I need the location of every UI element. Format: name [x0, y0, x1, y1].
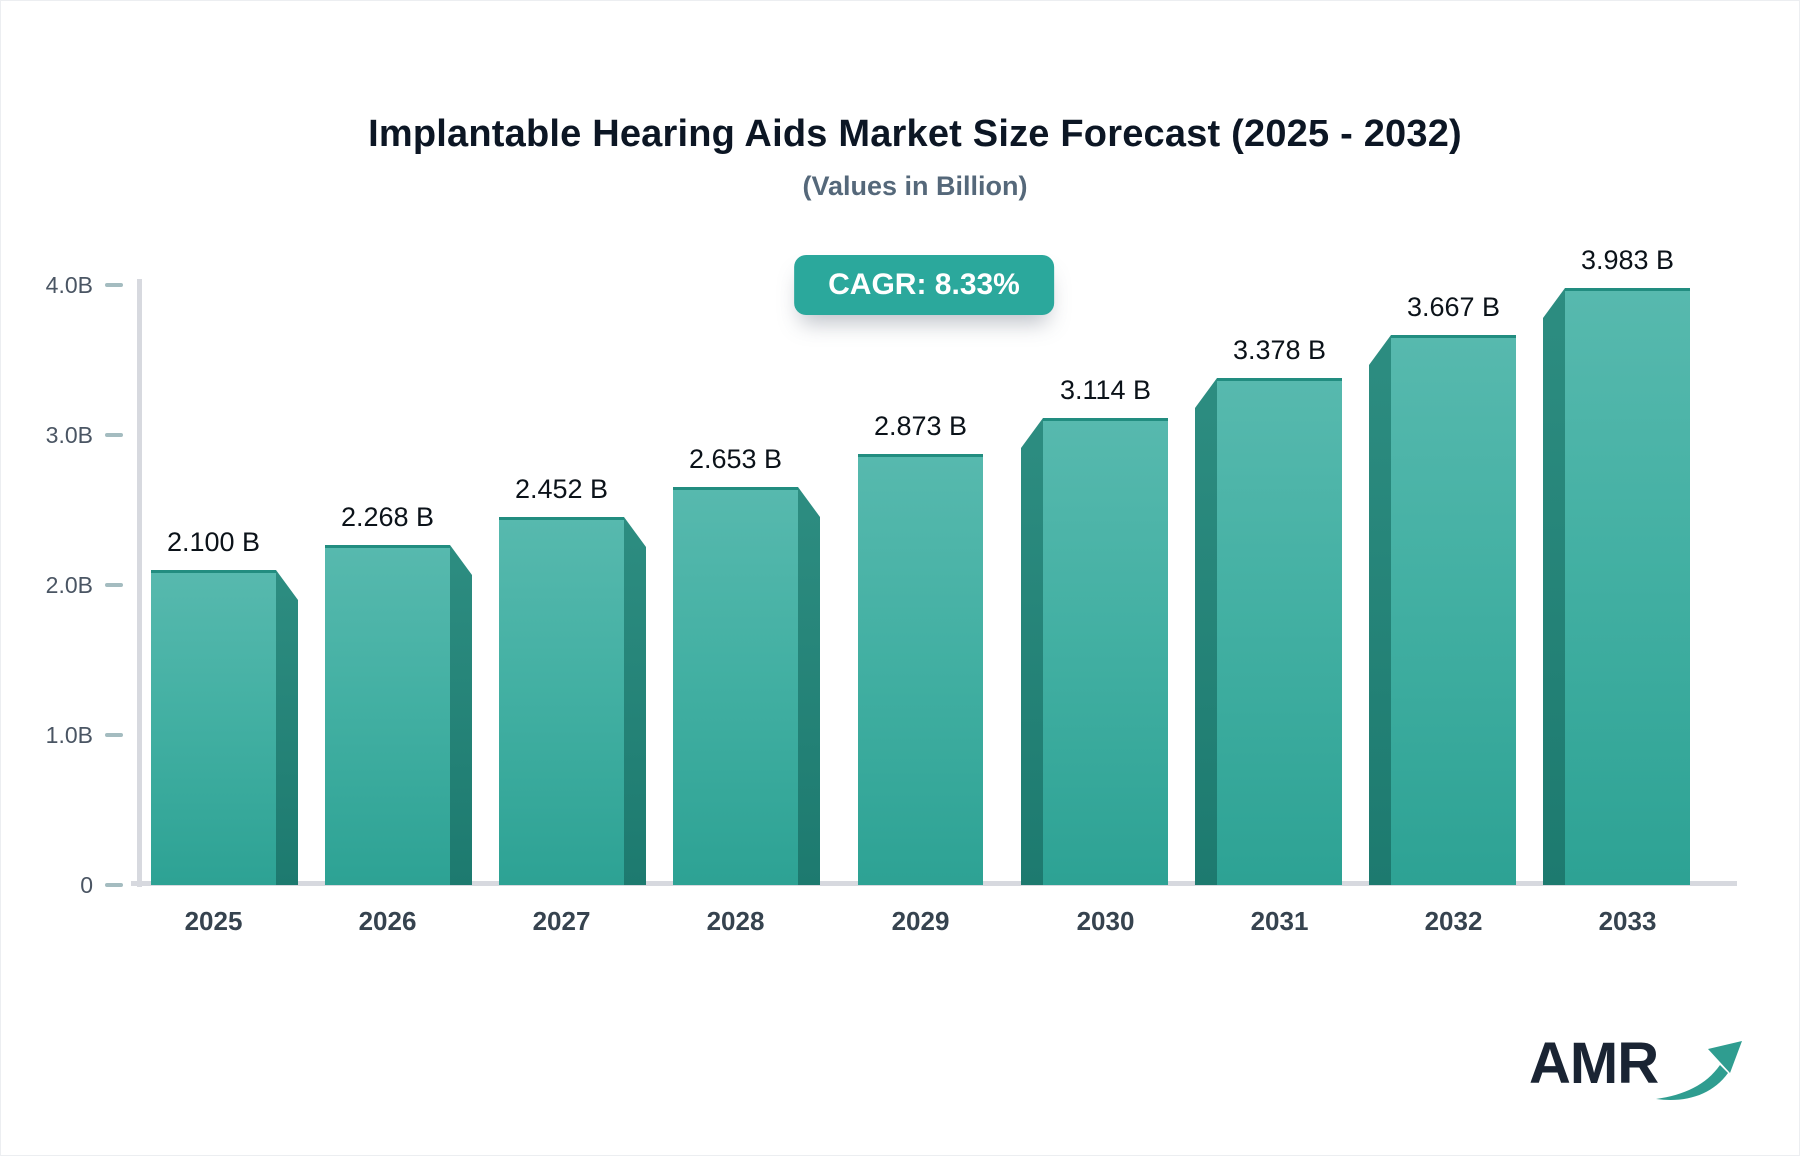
x-tick-label-2033: 2033	[1598, 906, 1657, 936]
x-tick-label-2029: 2029	[891, 906, 950, 936]
value-label-2031: 3.378 B	[1232, 335, 1327, 365]
value-label-2028: 2.653 B	[688, 444, 783, 474]
cagr-badge: CAGR: 8.33%	[794, 255, 1054, 315]
value-label-2027: 2.452 B	[514, 474, 609, 504]
bar-2032	[1391, 335, 1516, 885]
bar-side-2025	[276, 570, 298, 885]
bar-side-2033	[1543, 288, 1565, 885]
y-axis-line	[137, 279, 142, 887]
y-tick-mark-0	[105, 883, 123, 887]
x-tick-label-2031: 2031	[1250, 906, 1309, 936]
bar-side-2027	[624, 517, 646, 885]
value-label-2025: 2.100 B	[166, 527, 261, 557]
bar-side-2026	[450, 545, 472, 885]
y-tick-mark-4.0B	[105, 283, 123, 287]
y-tick-mark-1.0B	[105, 733, 123, 737]
x-tick-label-2032: 2032	[1424, 906, 1483, 936]
value-label-2026: 2.268 B	[340, 502, 435, 532]
x-tick-label-2027: 2027	[532, 906, 591, 936]
bar-side-2031	[1195, 378, 1217, 885]
bar-side-2032	[1369, 335, 1391, 885]
bar-2027	[499, 517, 624, 885]
x-tick-label-2030: 2030	[1076, 906, 1135, 936]
bar-2028	[673, 487, 798, 885]
y-tick-label-3.0B: 3.0B	[45, 422, 93, 448]
y-tick-label-1.0B: 1.0B	[45, 722, 93, 748]
logo-text: AMR	[1529, 1031, 1659, 1096]
bar-2025	[151, 570, 276, 885]
bar-2033	[1565, 288, 1690, 885]
bar-2026	[325, 545, 450, 885]
bar-side-2030	[1021, 418, 1043, 885]
value-label-2032: 3.667 B	[1406, 292, 1501, 322]
bar-side-2028	[798, 487, 820, 885]
x-tick-label-2028: 2028	[706, 906, 765, 936]
y-tick-label-2.0B: 2.0B	[45, 572, 93, 598]
y-tick-label-4.0B: 4.0B	[45, 272, 93, 298]
chart-title: Implantable Hearing Aids Market Size For…	[368, 113, 1462, 155]
value-label-2033: 3.983 B	[1580, 245, 1675, 275]
brand-logo: AMR	[1529, 1033, 1744, 1105]
value-label-2029: 2.873 B	[873, 411, 968, 441]
growth-arrow-icon	[1656, 1041, 1743, 1100]
y-tick-label-0: 0	[80, 872, 93, 898]
y-tick-mark-2.0B	[105, 583, 123, 587]
y-tick-mark-3.0B	[105, 433, 123, 437]
value-label-2030: 3.114 B	[1059, 375, 1152, 405]
bar-2030	[1043, 418, 1168, 885]
bar-2031	[1217, 378, 1342, 885]
x-tick-label-2025: 2025	[184, 906, 243, 936]
x-tick-label-2026: 2026	[358, 906, 417, 936]
chart-subtitle: (Values in Billion)	[802, 171, 1028, 201]
bar-2029	[858, 454, 983, 885]
